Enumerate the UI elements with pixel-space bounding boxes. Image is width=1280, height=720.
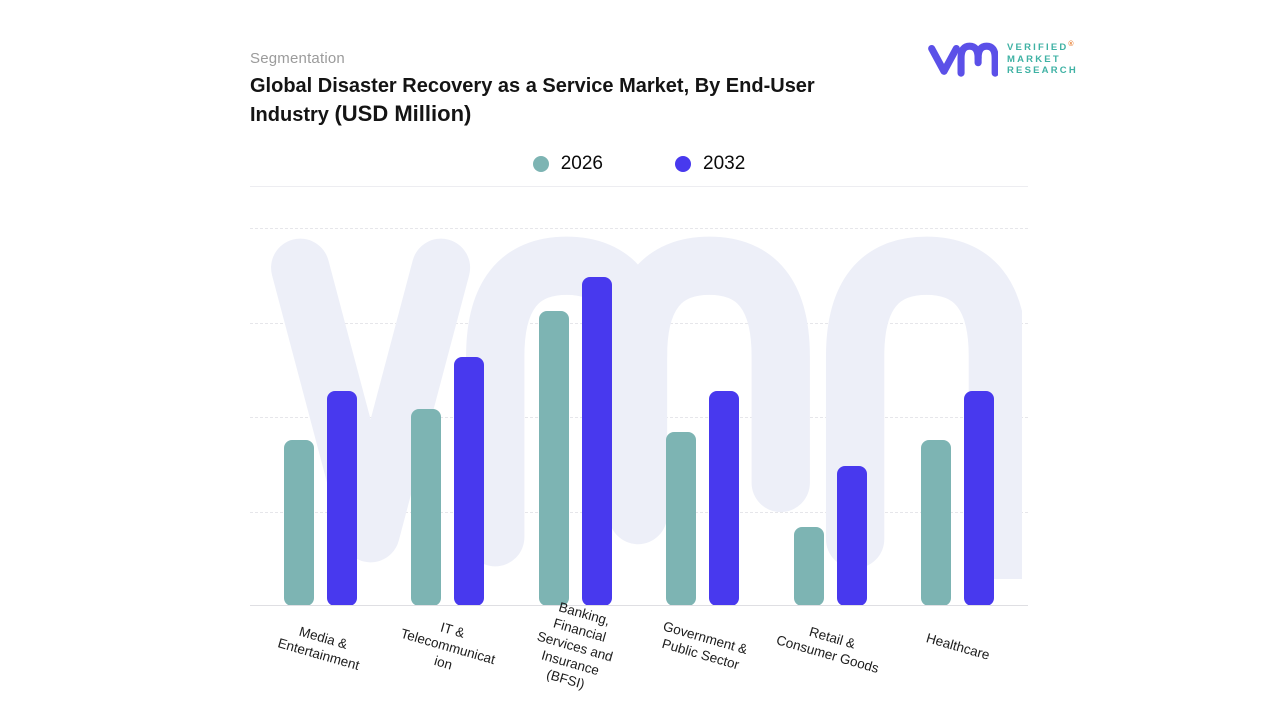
bar-2026-5[interactable]: [793, 526, 824, 606]
legend-dot-2032-icon: [675, 156, 691, 172]
header-divider: [250, 186, 1028, 187]
x-axis-line: [250, 605, 1028, 606]
brand-wordmark: VERIFIED® MARKET RESEARCH: [1007, 39, 1078, 77]
bar-group-3: [538, 228, 612, 606]
bar-group-2: [411, 228, 485, 606]
x-axis-label-6: Healthcare: [924, 629, 991, 663]
legend: 2026 2032: [250, 149, 1028, 179]
bar-2032-5[interactable]: [836, 466, 867, 606]
bar-group-1: [284, 228, 357, 606]
registered-mark: ®: [1068, 41, 1074, 49]
bar-2026-1[interactable]: [284, 439, 314, 606]
x-axis-label-5: Retail & Consumer Goods: [774, 624, 881, 676]
bar-2032-6[interactable]: [963, 390, 994, 606]
vmr-logo-icon: [928, 42, 998, 77]
legend-dot-2026-icon: [532, 156, 549, 172]
bar-2026-2[interactable]: [411, 409, 442, 606]
brand-line-1: VERIFIED: [1007, 42, 1069, 54]
bar-2026-3[interactable]: [538, 311, 569, 606]
legend-label-2032: 2032: [703, 153, 746, 174]
bar-group-5: [793, 228, 867, 606]
chart-plot-area: Media & Entertainment IT & Telecommunicat…: [250, 228, 1028, 691]
chart-title: Global Disaster Recovery as a Service Ma…: [250, 72, 862, 129]
bar-2026-4[interactable]: [666, 432, 697, 606]
legend-item-2032[interactable]: 2032: [675, 153, 745, 175]
bar-group-4: [666, 228, 740, 606]
x-axis-label-1: Media & Entertainment: [275, 623, 361, 673]
bar-2032-3[interactable]: [581, 277, 612, 606]
legend-label-2026: 2026: [560, 153, 603, 174]
bars-row: [250, 228, 1028, 606]
bar-2032-2[interactable]: [454, 356, 485, 606]
eyebrow-label: Segmentation: [250, 50, 345, 67]
brand-line-2: MARKET: [1007, 53, 1061, 65]
chart-title-unit: (USD Million): [334, 101, 472, 126]
bar-2026-6[interactable]: [920, 439, 951, 606]
bar-2032-4[interactable]: [709, 390, 740, 606]
brand-line-3: RESEARCH: [1007, 65, 1078, 77]
chart-title-main: Global Disaster Recovery as a Service Ma…: [250, 75, 815, 126]
bar-group-6: [920, 228, 994, 606]
labels-row: Media & Entertainment IT & Telecommunicat…: [250, 599, 1028, 716]
brand-logo[interactable]: VERIFIED® MARKET RESEARCH: [926, 36, 1078, 80]
bar-2032-1[interactable]: [327, 390, 357, 606]
legend-item-2026[interactable]: 2026: [532, 153, 603, 175]
x-axis-label-2: IT & Telecommunicat ion: [398, 619, 497, 673]
x-axis-label-4: Government & Public Sector: [660, 618, 749, 673]
gridline-100: [250, 228, 1028, 229]
